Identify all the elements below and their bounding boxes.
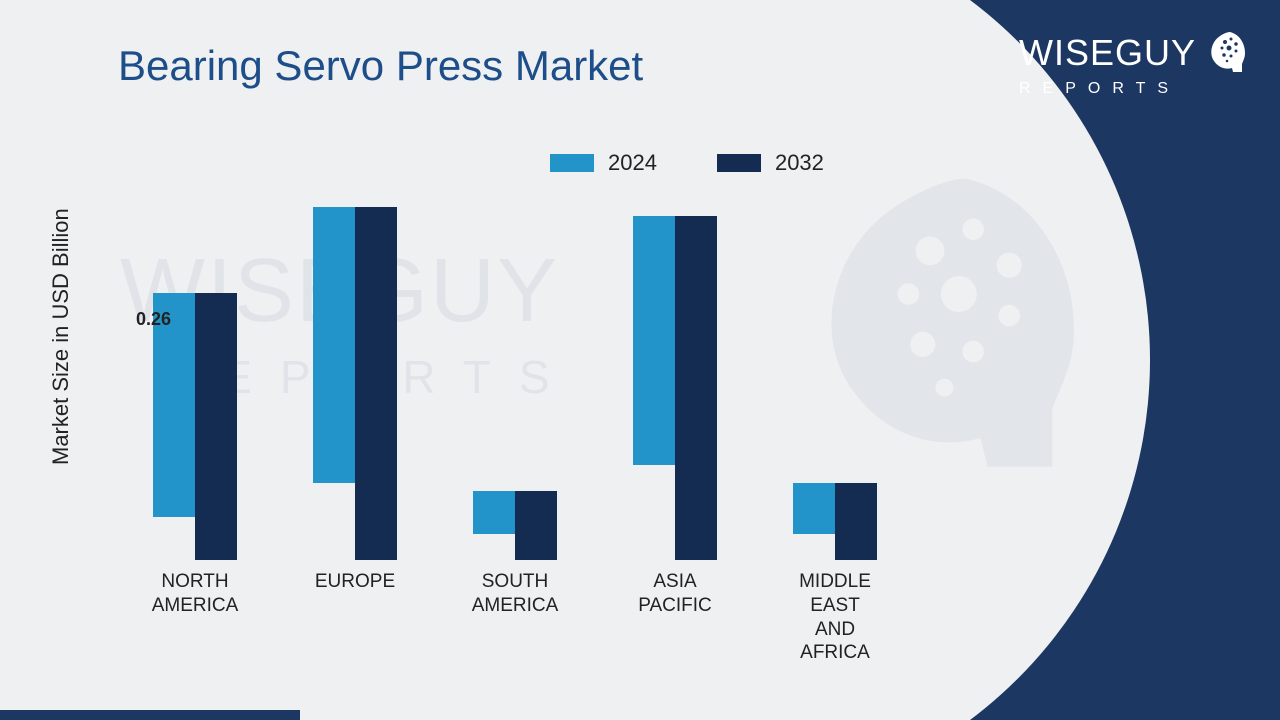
bar-2024 (633, 216, 675, 466)
legend-item-2024: 2024 (550, 150, 657, 176)
logo-head-icon (1200, 28, 1250, 78)
bar-group: EUROPE (290, 207, 420, 560)
legend: 2024 2032 (550, 150, 824, 176)
brand-logo: WISEGUY REPORTS (1019, 28, 1250, 98)
bar-2032 (515, 491, 557, 560)
bar-2024 (473, 491, 515, 534)
bottom-accent-bar (0, 710, 300, 720)
chart-area: Market Size in USD Billion 2024 2032 0.2… (60, 160, 940, 690)
legend-label-2032: 2032 (775, 150, 824, 176)
category-label: SOUTH AMERICA (440, 570, 590, 618)
legend-label-2024: 2024 (608, 150, 657, 176)
bar-2032 (355, 207, 397, 560)
bar-group: MIDDLE EAST AND AFRICA (770, 483, 900, 560)
category-label: ASIA PACIFIC (600, 570, 750, 618)
chart-title: Bearing Servo Press Market (118, 42, 643, 90)
logo-main-text: WISEGUY (1019, 35, 1196, 71)
legend-swatch-2032 (717, 154, 761, 172)
logo-sub-text: REPORTS (1019, 80, 1250, 98)
bar-2024 (313, 207, 355, 482)
bar-group: ASIA PACIFIC (610, 216, 740, 560)
bar-2024 (793, 483, 835, 535)
plot-region: 0.26NORTH AMERICAEUROPE SOUTH AMERICA ASIA… (130, 190, 930, 560)
legend-swatch-2024 (550, 154, 594, 172)
category-label: EUROPE (280, 570, 430, 594)
legend-item-2032: 2032 (717, 150, 824, 176)
bar-group: 0.26NORTH AMERICA (130, 293, 260, 560)
bar-2032 (195, 293, 237, 560)
bar-group: SOUTH AMERICA (450, 491, 580, 560)
y-axis-label: Market Size in USD Billion (48, 208, 74, 465)
category-label: NORTH AMERICA (120, 570, 270, 618)
bar-2032 (675, 216, 717, 560)
bar-value-label: 0.26 (136, 309, 171, 330)
bar-2032 (835, 483, 877, 560)
category-label: MIDDLE EAST AND AFRICA (760, 570, 910, 665)
